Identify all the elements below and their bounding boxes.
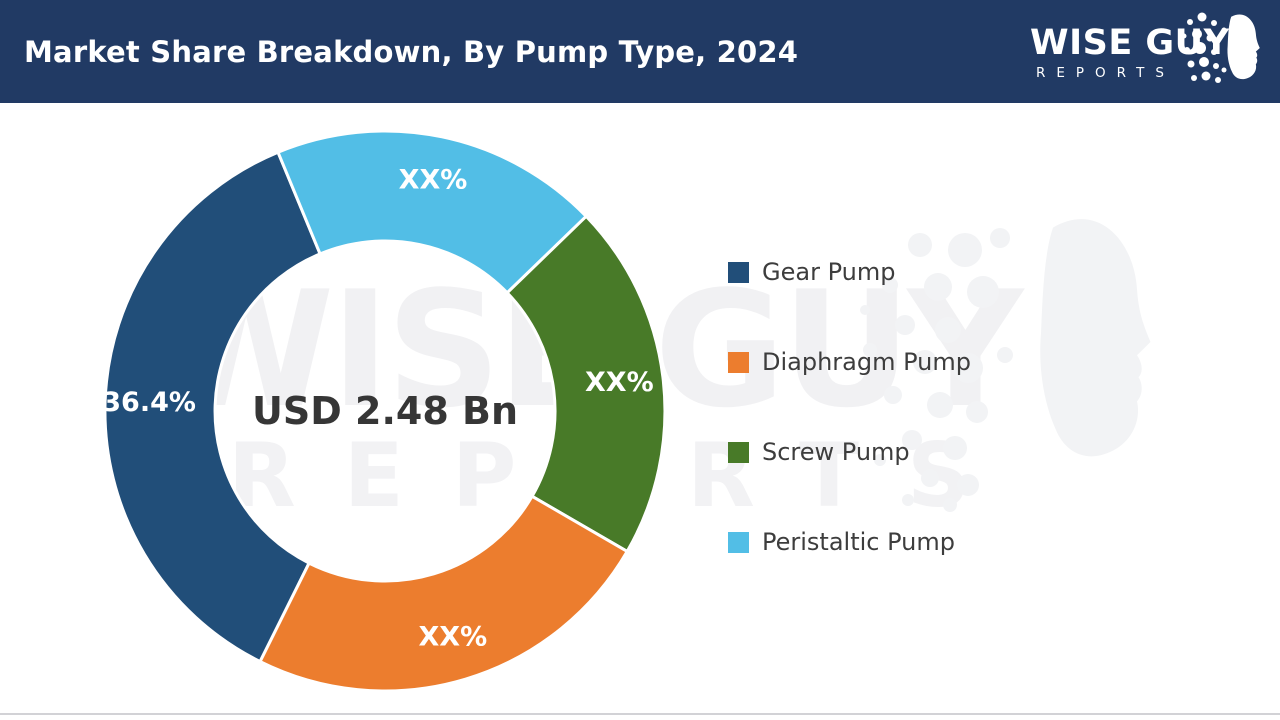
- slice-label-diaphragm-pump: XX%: [418, 622, 487, 653]
- legend-item-screw-pump: Screw Pump: [728, 438, 971, 466]
- chart-legend: Gear Pump Diaphragm Pump Screw Pump Perista…: [728, 258, 971, 556]
- legend-swatch-peristaltic-pump: [728, 531, 749, 553]
- donut-slice-peristaltic-pump: [276, 129, 588, 295]
- legend-item-diaphragm-pump: Diaphragm Pump: [728, 348, 971, 376]
- chart-center-value: USD 2.48 Bn: [252, 389, 518, 433]
- logo-dotted-face-icon: [1181, 12, 1260, 83]
- donut-slice-gear-pump: [103, 150, 322, 664]
- donut-slice-screw-pump: [505, 214, 667, 553]
- donut-slice-diaphragm-pump: [258, 494, 629, 693]
- bottom-divider: [0, 713, 1280, 715]
- legend-swatch-gear-pump: [728, 261, 749, 283]
- legend-label-peristaltic-pump: Peristaltic Pump: [762, 528, 955, 556]
- legend-label-gear-pump: Gear Pump: [762, 258, 896, 286]
- logo-sub-text: REPORTS: [1036, 65, 1175, 81]
- slice-label-gear-pump: 36.4%: [102, 387, 196, 418]
- legend-swatch-screw-pump: [728, 441, 749, 463]
- legend-swatch-diaphragm-pump: [728, 351, 749, 373]
- legend-item-peristaltic-pump: Peristaltic Pump: [728, 528, 971, 556]
- slice-label-screw-pump: XX%: [585, 367, 654, 398]
- donut-chart: 36.4% XX% XX% XX%: [102, 129, 667, 693]
- watermark-dotted-face-icon: [860, 219, 1151, 512]
- legend-item-gear-pump: Gear Pump: [728, 258, 971, 286]
- page-title: Market Share Breakdown, By Pump Type, 20…: [24, 34, 799, 69]
- legend-label-diaphragm-pump: Diaphragm Pump: [762, 348, 971, 376]
- slice-label-peristaltic-pump: XX%: [399, 164, 468, 195]
- wise-guy-reports-logo: WISE GUY REPORTS: [1030, 12, 1260, 83]
- legend-label-screw-pump: Screw Pump: [762, 438, 910, 466]
- header-bar: Market Share Breakdown, By Pump Type, 20…: [0, 0, 1280, 103]
